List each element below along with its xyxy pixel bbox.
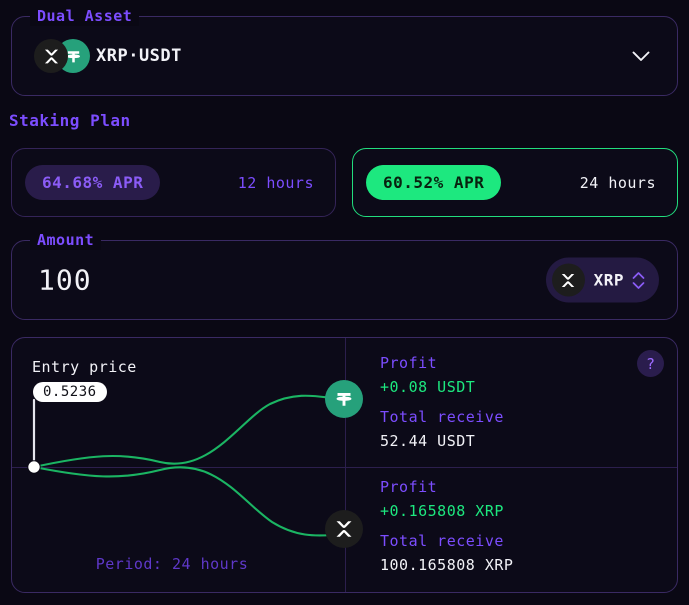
- result-card: Entry price 0.5236: [11, 337, 678, 593]
- apr-badge: 60.52% APR: [366, 165, 502, 200]
- outcome-block-xrp: Profit +0.165808 XRP Total receive 100.1…: [380, 478, 513, 574]
- panel-divider-vertical: [345, 338, 346, 592]
- total-receive-value: 52.44 USDT: [380, 432, 476, 450]
- currency-selector[interactable]: XRP: [545, 257, 659, 303]
- staking-plan-option-24h[interactable]: 60.52% APR 24 hours: [352, 148, 678, 217]
- xrp-coin-icon: [551, 263, 585, 297]
- profit-label: Profit: [380, 478, 438, 496]
- xrp-coin-icon: [34, 39, 68, 73]
- staking-plan-title: Staking Plan: [9, 111, 131, 130]
- xrp-coin-icon: [325, 510, 363, 548]
- plan-duration-label: 24 hours: [579, 173, 656, 192]
- total-receive-label: Total receive: [380, 408, 504, 426]
- period-label: Period: 24 hours: [95, 555, 249, 573]
- usdt-coin-icon: [325, 380, 363, 418]
- profit-value: +0.08 USDT: [380, 378, 476, 396]
- profit-value: +0.165808 XRP: [380, 502, 504, 520]
- dual-asset-card[interactable]: Dual Asset XRP·USDT: [11, 6, 678, 96]
- entry-price-label: Entry price: [32, 358, 137, 376]
- dual-asset-row: XRP·USDT: [34, 17, 677, 95]
- help-icon[interactable]: ?: [637, 350, 664, 377]
- staking-plan-option-12h[interactable]: 64.68% APR 12 hours: [11, 148, 336, 217]
- total-receive-label: Total receive: [380, 532, 504, 550]
- amount-input[interactable]: 100: [38, 263, 92, 297]
- amount-card: Amount 100 XRP: [11, 230, 678, 320]
- profit-label: Profit: [380, 354, 438, 372]
- asset-pair-label: XRP·USDT: [96, 46, 182, 66]
- apr-badge: 64.68% APR: [25, 165, 161, 200]
- entry-price-badge: 0.5236: [33, 382, 107, 402]
- chevron-down-icon[interactable]: [631, 46, 651, 66]
- plan-duration-label: 12 hours: [237, 173, 314, 192]
- outcome-block-usdt: Profit +0.08 USDT Total receive 52.44 US…: [380, 354, 504, 450]
- panel-divider-horizontal: [12, 467, 677, 468]
- total-receive-value: 100.165808 XRP: [380, 556, 514, 574]
- stepper-up-down-icon[interactable]: [632, 271, 645, 289]
- coin-pair-icons: [34, 39, 90, 73]
- dual-asset-legend: Dual Asset: [30, 6, 140, 26]
- amount-legend: Amount: [30, 230, 102, 250]
- currency-label: XRP: [593, 270, 624, 290]
